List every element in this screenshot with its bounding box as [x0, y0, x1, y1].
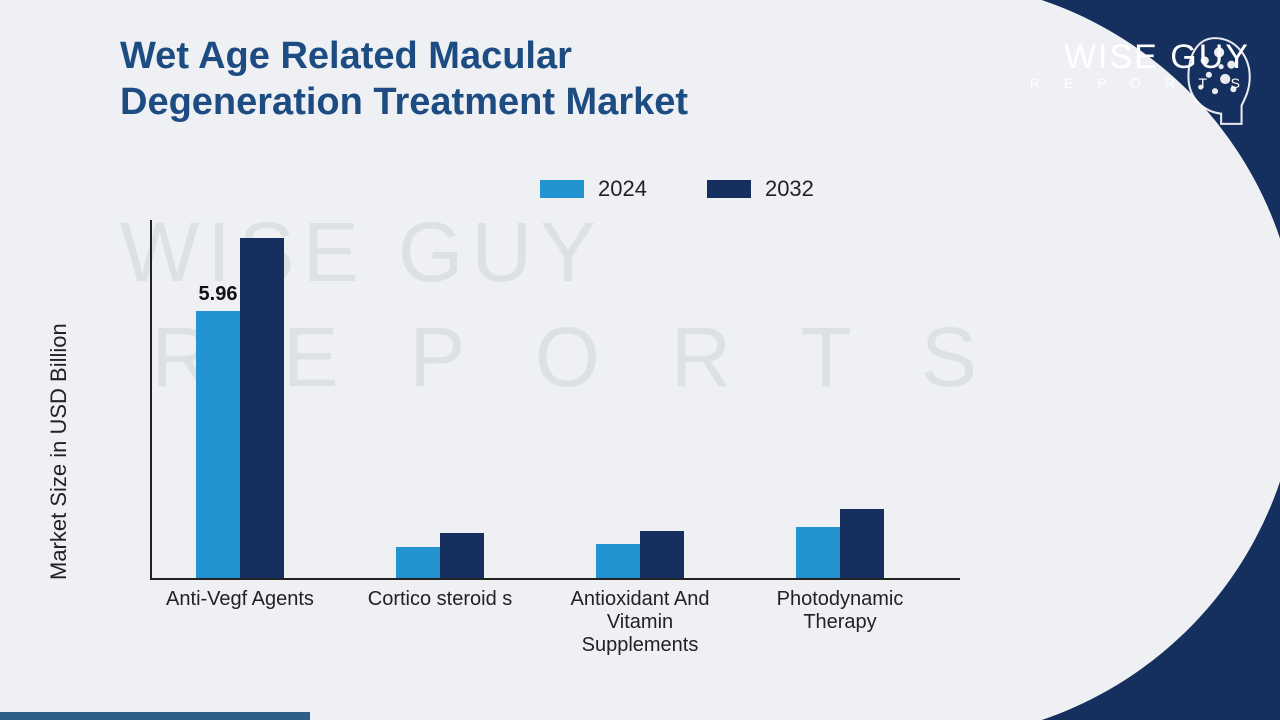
- bar-value-label: 5.96: [199, 283, 238, 306]
- legend-swatch-2024: [540, 180, 584, 198]
- bar-group: [560, 531, 720, 578]
- y-axis-label: Market Size in USD Billion: [46, 323, 72, 580]
- bar-2024: 5.96: [196, 311, 240, 578]
- chart-title: Wet Age Related Macular Degeneration Tre…: [120, 34, 820, 125]
- y-axis-line: [150, 220, 152, 580]
- category-label: Photodynamic Therapy: [755, 588, 925, 634]
- bar-group: [360, 533, 520, 578]
- bar-2024: [596, 544, 640, 578]
- legend-label-2024: 2024: [598, 176, 647, 202]
- bar-2024: [796, 527, 840, 578]
- bar-2024: [396, 547, 440, 578]
- bar-group: [760, 509, 920, 578]
- bar-group: 5.96: [160, 238, 320, 578]
- category-label: Cortico steroid s: [355, 588, 525, 611]
- bar-2032: [440, 533, 484, 578]
- legend-label-2032: 2032: [765, 176, 814, 202]
- chart-area: 5.96 Anti-Vegf Agents Cortico steroid s …: [100, 220, 960, 580]
- category-label: Antioxidant And Vitamin Supplements: [555, 588, 725, 657]
- legend-item-2032: 2032: [707, 176, 814, 202]
- legend-item-2024: 2024: [540, 176, 647, 202]
- brand-logo: WISE GUY R E P O R T S: [990, 38, 1250, 91]
- bottom-accent-bar: [0, 712, 310, 720]
- legend-swatch-2032: [707, 180, 751, 198]
- legend: 2024 2032: [540, 176, 814, 202]
- bar-2032: [840, 509, 884, 578]
- brand-head-icon: [1174, 34, 1256, 128]
- bar-2032: [240, 238, 284, 578]
- x-axis-line: [150, 578, 960, 580]
- page-root: WISE GUY R E P O R T S Wet Age Related M…: [0, 0, 1280, 720]
- category-label: Anti-Vegf Agents: [155, 588, 325, 611]
- bar-2032: [640, 531, 684, 578]
